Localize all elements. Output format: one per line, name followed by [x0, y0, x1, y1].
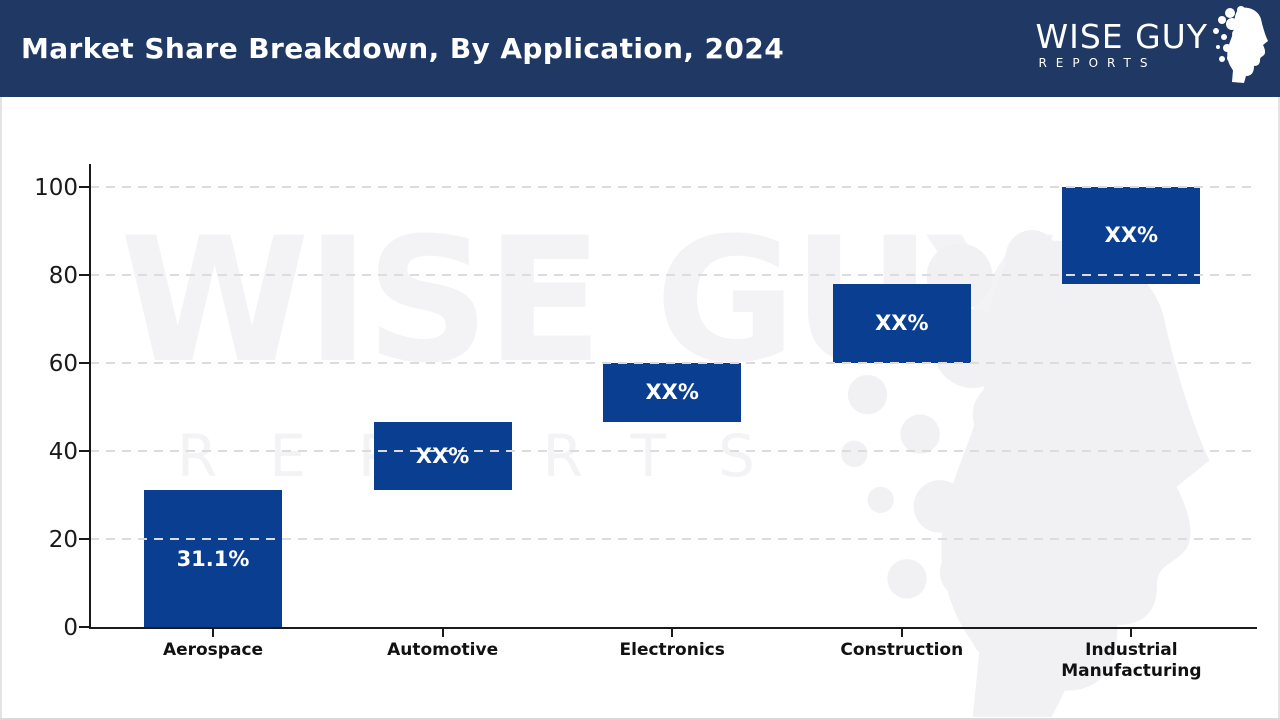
gridline-100 — [90, 186, 1257, 188]
logo-subtext: REPORTS — [1038, 55, 1157, 70]
page-title: Market Share Breakdown, By Application, … — [21, 32, 785, 65]
y-tick-label: 40 — [48, 439, 78, 465]
bar-value-label: 31.1% — [176, 546, 250, 571]
chart-canvas: WISE GUY REPORTS 31.1%XX%XX%XX%XX%020406… — [0, 97, 1280, 718]
header-bar: Market Share Breakdown, By Application, … — [0, 0, 1280, 97]
x-tick-mark — [212, 629, 214, 637]
y-tick-mark — [79, 362, 89, 364]
wise-guy-head-icon — [1213, 6, 1268, 84]
x-tick-mark — [441, 629, 444, 637]
brand-logo-text: WISE GUY REPORTS — [1035, 20, 1208, 69]
y-tick-mark — [79, 450, 89, 452]
bar-value-label: XX% — [645, 380, 699, 405]
brand-logo: WISE GUY REPORTS — [1035, 4, 1272, 84]
gridline-40 — [90, 450, 1257, 452]
bar-value-label: XX% — [415, 444, 470, 469]
y-tick-mark — [79, 626, 89, 628]
category-label-automotive: Automotive — [387, 640, 499, 660]
y-tick-label: 0 — [63, 615, 78, 641]
y-axis-line — [89, 164, 91, 629]
gridline-20 — [90, 538, 1257, 540]
bar-automotive — [373, 421, 512, 491]
y-tick-label: 20 — [48, 527, 78, 553]
bar-industrial-manufacturing — [1062, 187, 1201, 284]
y-tick-label: 80 — [48, 263, 78, 289]
gridline-60 — [90, 362, 1257, 364]
x-tick-mark — [900, 629, 903, 637]
gridline-80 — [90, 274, 1257, 276]
bar-construction — [832, 283, 971, 363]
category-label-construction: Construction — [840, 640, 964, 660]
logo-wordmark: WISE GUY — [1035, 16, 1208, 56]
category-label-industrial-manufacturing: Industrial Manufacturing — [1061, 640, 1202, 681]
x-tick-mark — [671, 629, 674, 637]
bar-value-label: XX% — [875, 311, 929, 336]
y-tick-label: 100 — [34, 175, 78, 201]
category-label-electronics: Electronics — [619, 640, 725, 660]
bar-electronics — [603, 363, 742, 422]
y-tick-mark — [79, 274, 89, 276]
y-tick-mark — [79, 186, 89, 188]
y-tick-label: 60 — [48, 351, 78, 377]
bar-aerospace — [144, 490, 282, 627]
bar-value-label: XX% — [1104, 223, 1159, 248]
x-axis-line — [89, 627, 1257, 629]
x-tick-mark — [1130, 629, 1133, 637]
y-tick-mark — [79, 538, 89, 540]
category-label-aerospace: Aerospace — [162, 640, 264, 660]
